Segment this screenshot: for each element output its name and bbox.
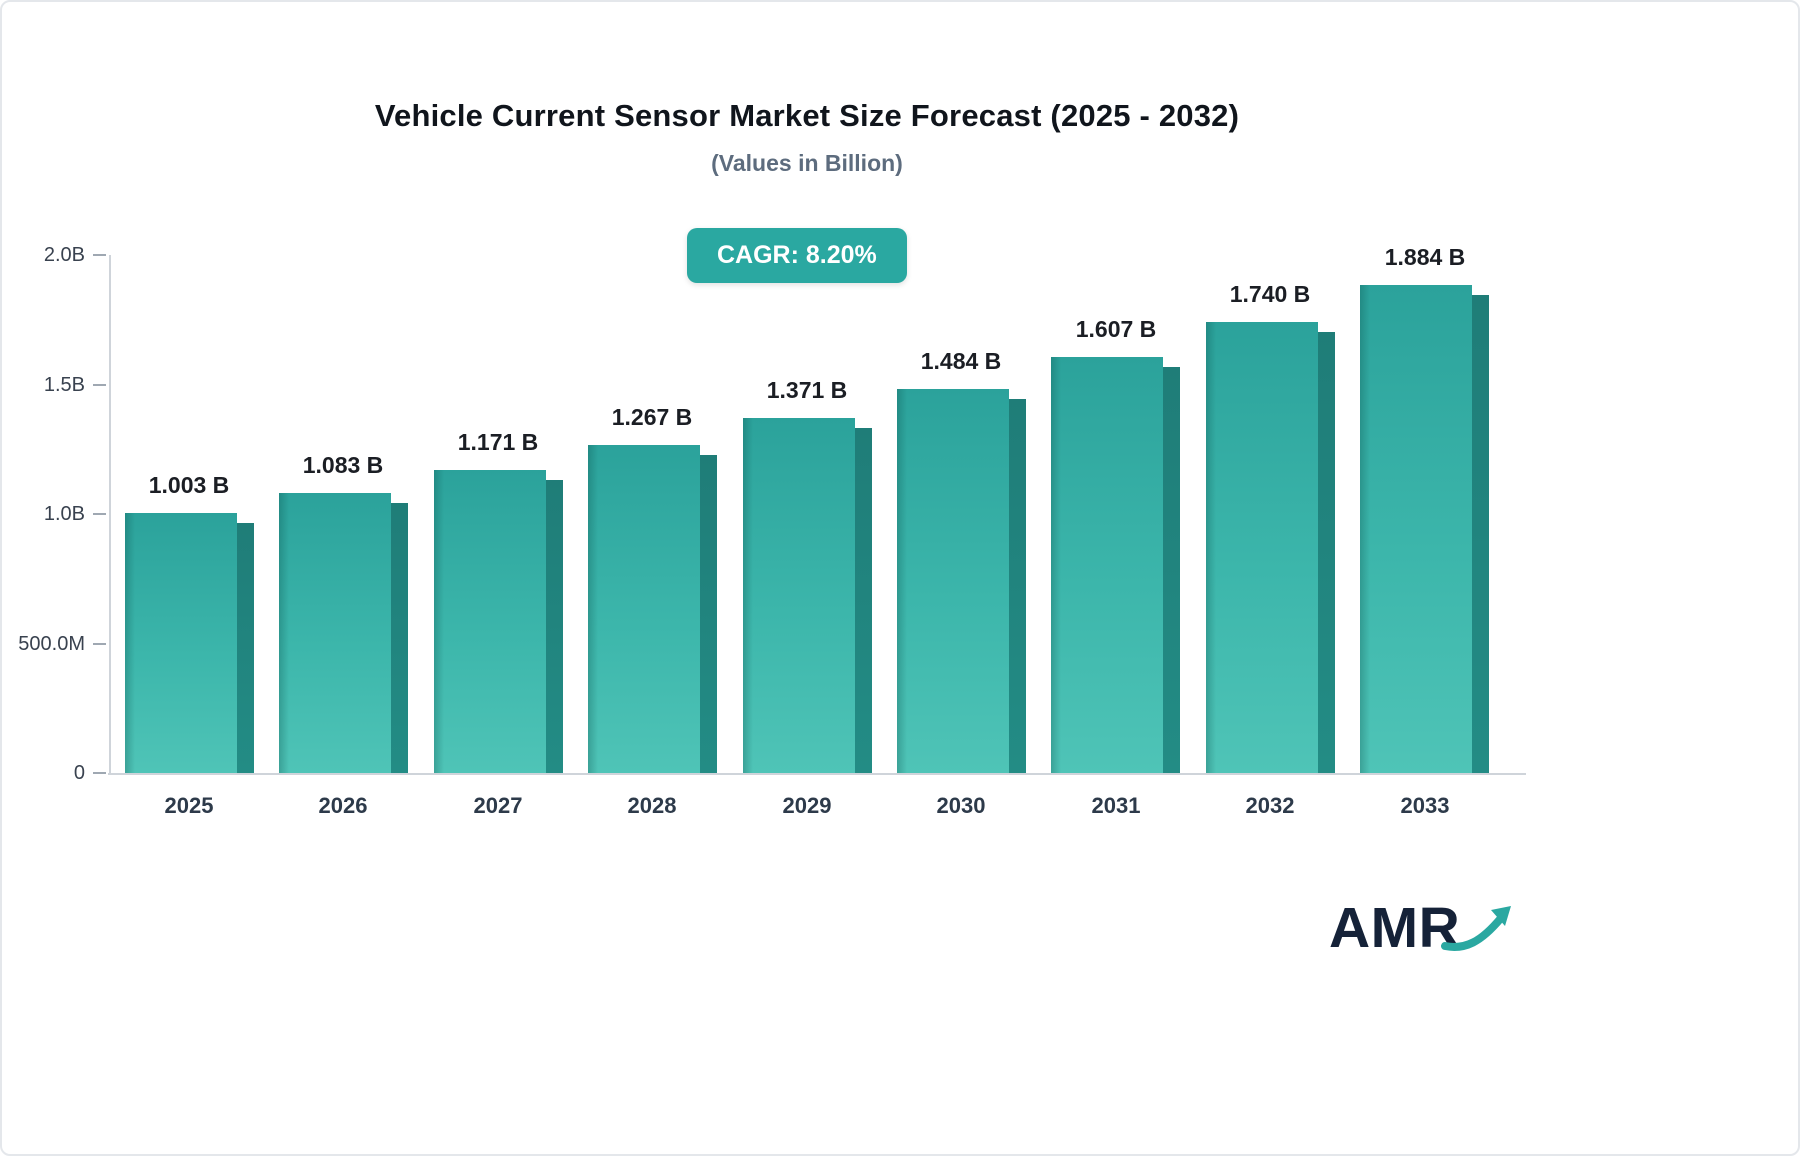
x-tick-label: 2032: [1245, 793, 1295, 818]
bar-value-label: 1.171 B: [457, 429, 539, 455]
bar-front-2033: [1360, 285, 1472, 773]
bar-value-label: 1.740 B: [1229, 281, 1311, 307]
y-axis-ticks: 0 500.0M 1.0B 1.5B 2.0B: [2, 244, 106, 784]
bar-side-2025: [237, 523, 254, 773]
x-tick-label: 2027: [473, 793, 523, 818]
bar-side-2032: [1318, 332, 1335, 773]
y-tick-dash: [93, 772, 106, 774]
bar-front-2032: [1206, 322, 1318, 773]
y-tick: 1.0B: [2, 501, 106, 527]
y-tick-label: 500.0M: [18, 632, 85, 655]
page-subtitle: (Values in Billion): [711, 150, 903, 176]
x-tick-label: 2030: [936, 793, 986, 818]
logo-text: AMR: [1329, 896, 1461, 960]
x-axis-line: [108, 773, 1526, 775]
x-tick-label: 2029: [782, 793, 832, 818]
y-tick-dash: [93, 254, 106, 256]
y-tick: 2.0B: [2, 242, 106, 268]
x-tick-label: 2028: [627, 793, 677, 818]
bar-front-2028: [588, 445, 700, 773]
y-tick: 0: [2, 760, 106, 786]
y-axis-line: [109, 255, 111, 774]
bar-front-2027: [434, 470, 546, 773]
x-tick-label: 2031: [1091, 793, 1141, 818]
bar-value-label: 1.884 B: [1384, 244, 1466, 270]
y-tick-label: 1.5B: [43, 373, 85, 396]
bar-front-2026: [279, 493, 391, 773]
y-tick-dash: [93, 384, 106, 386]
cagr-badge: CAGR: 8.20%: [687, 228, 907, 283]
x-tick-label: 2026: [318, 793, 368, 818]
y-tick: 500.0M: [2, 631, 106, 657]
bar-value-label: 1.607 B: [1075, 316, 1157, 342]
bar-side-2027: [546, 480, 563, 773]
x-tick-label: 2025: [164, 793, 214, 818]
bar-side-2026: [391, 503, 408, 773]
bar-value-label: 1.003 B: [148, 472, 230, 498]
logo: AMR: [1329, 895, 1514, 970]
plot-area: 1.003 B 2025 1.083 B 2026 1.171 B 2027 1.267 B…: [112, 244, 1502, 818]
growth-arrow-icon: [1441, 906, 1511, 951]
bar-side-2030: [1009, 399, 1026, 773]
bar-side-2029: [855, 428, 872, 773]
y-tick-dash: [93, 643, 106, 645]
bar-value-label: 1.371 B: [766, 377, 848, 403]
bar-front-2030: [897, 389, 1009, 773]
y-tick-label: 0: [73, 761, 85, 784]
bar-front-2025: [125, 513, 237, 773]
page-title: Vehicle Current Sensor Market Size Forec…: [374, 98, 1240, 133]
bar-side-2033: [1472, 295, 1489, 773]
x-tick-label: 2033: [1400, 793, 1450, 818]
y-tick-label: 1.0B: [43, 502, 85, 525]
bar-value-label: 1.484 B: [920, 348, 1002, 374]
bar-value-label: 1.083 B: [302, 452, 384, 478]
y-tick-label: 2.0B: [43, 243, 85, 266]
bar-value-label: 1.267 B: [611, 404, 693, 430]
y-tick-dash: [93, 513, 106, 515]
bar-side-2031: [1163, 367, 1180, 773]
bar-side-2028: [700, 455, 717, 773]
bar-front-2031: [1051, 357, 1163, 773]
bar-front-2029: [743, 418, 855, 773]
y-tick: 1.5B: [2, 372, 106, 398]
